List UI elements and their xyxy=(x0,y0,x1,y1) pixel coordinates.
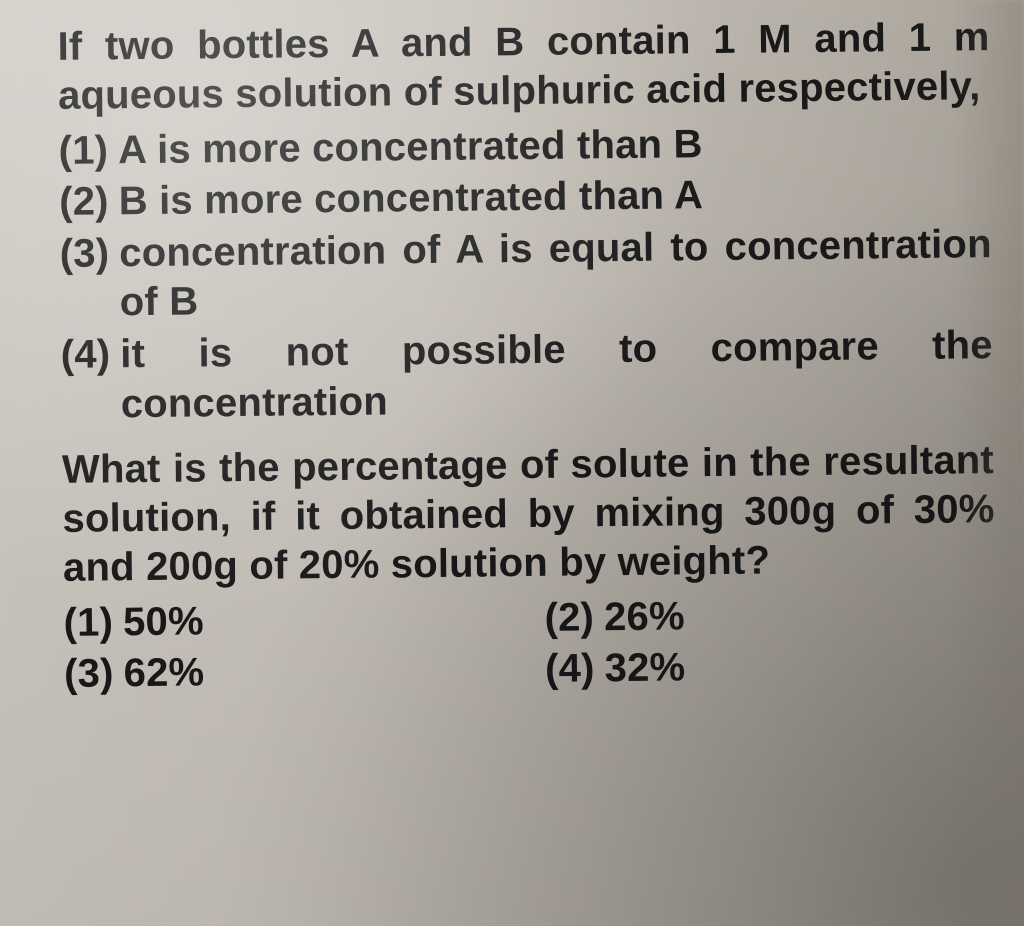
option-text: 62% xyxy=(123,645,515,699)
q2-option-2: (2) 26% xyxy=(544,589,995,643)
option-number: (3) xyxy=(59,229,109,279)
option-text: concentration of A is equal to concentra… xyxy=(119,220,992,328)
page-content: If two bottles A and B contain 1 M and 1… xyxy=(57,13,998,921)
option-number: (1) xyxy=(63,598,113,648)
q1-option-1: (1) A is more concentrated than B xyxy=(58,117,990,176)
q2-options: (1) 50% (2) 26% (3) 62% (4) 32% xyxy=(63,589,996,700)
q2-option-3: (3) 62% xyxy=(64,645,515,699)
option-number: (2) xyxy=(59,178,109,228)
q1-option-2: (2) B is more concentrated than A xyxy=(59,168,991,227)
option-text: it is not possible to compare the concen… xyxy=(120,321,993,429)
option-text: 50% xyxy=(123,594,515,648)
q1-options: (1) A is more concentrated than B (2) B … xyxy=(58,117,993,430)
option-text: 26% xyxy=(604,589,996,643)
q2-option-4: (4) 32% xyxy=(545,640,996,694)
q1-option-3: (3) concentration of A is equal to conce… xyxy=(59,220,992,329)
option-number: (4) xyxy=(545,644,595,694)
option-text: 32% xyxy=(604,640,996,694)
option-text: A is more concentrated than B xyxy=(118,117,991,176)
q2-option-1: (1) 50% xyxy=(63,594,514,648)
option-text: B is more concentrated than A xyxy=(118,168,991,227)
q1-stem: If two bottles A and B contain 1 M and 1… xyxy=(57,13,990,120)
option-number: (3) xyxy=(64,649,114,699)
q1-option-4: (4) it is not possible to compare the co… xyxy=(61,321,994,430)
option-number: (2) xyxy=(544,593,594,643)
q2-stem: What is the percentage of solute in the … xyxy=(62,436,995,592)
option-number: (4) xyxy=(61,330,111,380)
option-number: (1) xyxy=(58,126,108,176)
